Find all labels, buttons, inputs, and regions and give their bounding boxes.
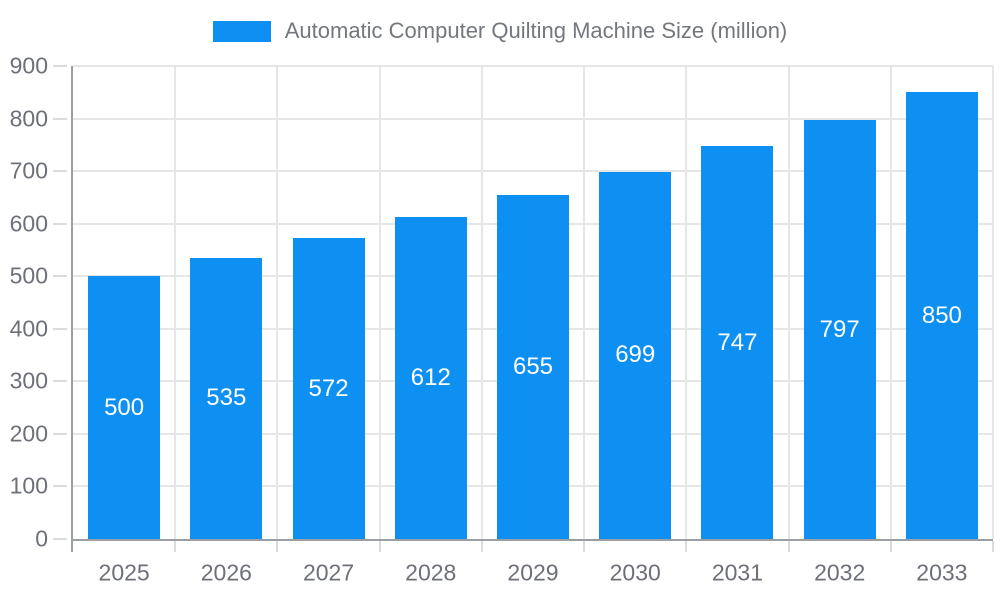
x-axis-tick — [992, 541, 994, 552]
gridline-horizontal — [73, 170, 993, 173]
x-axis-tick — [480, 541, 483, 552]
bar-2032[interactable] — [803, 120, 876, 539]
gridline-vertical — [685, 66, 688, 539]
gridline-vertical — [583, 66, 586, 539]
gridline-vertical — [787, 66, 790, 539]
bar-2031[interactable] — [701, 146, 774, 539]
bar-2028[interactable] — [394, 217, 467, 539]
legend-swatch-icon — [212, 20, 271, 42]
x-axis-label: 2025 — [98, 559, 150, 586]
y-axis-tick — [53, 327, 67, 330]
x-axis-tick — [685, 541, 688, 552]
x-axis-tick — [889, 541, 892, 552]
y-axis-label: 400 — [9, 315, 48, 342]
y-axis-tick — [53, 117, 67, 120]
y-axis-line — [71, 66, 73, 552]
gridline-vertical — [276, 66, 279, 539]
y-axis-label: 800 — [9, 105, 48, 132]
y-axis-label: 600 — [9, 210, 48, 237]
y-axis-tick — [53, 275, 67, 278]
gridline-vertical — [378, 66, 381, 539]
bar-value-label: 500 — [104, 393, 145, 421]
y-axis-label: 900 — [9, 52, 48, 79]
x-axis-label: 2029 — [507, 559, 559, 586]
bar-value-label: 535 — [206, 384, 247, 412]
gridline-horizontal — [73, 65, 993, 67]
bar-value-label: 699 — [615, 341, 656, 369]
x-axis-label: 2031 — [711, 559, 764, 586]
y-axis-label: 700 — [9, 157, 48, 184]
y-axis-tick — [53, 538, 67, 540]
gridline-horizontal — [73, 117, 993, 120]
x-axis-label: 2026 — [200, 559, 252, 586]
bar-2033[interactable] — [905, 92, 978, 539]
x-axis-label: 2027 — [302, 559, 355, 586]
bar-2025[interactable] — [88, 276, 161, 539]
bar-value-label: 612 — [410, 364, 451, 392]
bar-value-label: 797 — [819, 315, 860, 343]
bar-value-label: 850 — [921, 301, 962, 329]
y-axis-tick — [53, 380, 67, 383]
legend-label: Automatic Computer Quilting Machine Size… — [284, 18, 788, 43]
gridline-vertical — [174, 66, 177, 539]
x-axis-tick — [276, 541, 279, 552]
bar-value-label: 747 — [717, 328, 758, 356]
x-axis-tick — [583, 541, 586, 552]
bar-2027[interactable] — [292, 238, 365, 539]
bar-2026[interactable] — [190, 257, 263, 539]
x-axis-label: 2030 — [609, 559, 661, 586]
y-axis-tick — [53, 170, 67, 173]
x-axis-label: 2033 — [916, 559, 968, 586]
legend-item[interactable]: Automatic Computer Quilting Machine Size… — [0, 16, 1000, 46]
bar-2030[interactable] — [599, 171, 672, 539]
y-axis-tick — [53, 65, 67, 67]
bar-value-label: 655 — [512, 352, 554, 380]
x-axis-tick — [787, 541, 790, 552]
x-axis-label: 2032 — [814, 559, 866, 586]
bar-value-label: 572 — [308, 374, 349, 402]
x-axis-line — [71, 539, 993, 541]
x-axis-tick — [378, 541, 381, 552]
y-axis-tick — [53, 222, 67, 225]
y-axis-label: 300 — [9, 367, 48, 394]
y-axis-label: 200 — [9, 420, 48, 447]
gridline-vertical — [992, 66, 994, 539]
gridline-vertical — [889, 66, 892, 539]
y-axis-tick — [53, 432, 67, 435]
x-axis-tick — [174, 541, 177, 552]
y-axis-label: 0 — [35, 525, 48, 552]
gridline-vertical — [480, 66, 483, 539]
y-axis-tick — [53, 485, 67, 488]
x-axis-label: 2028 — [405, 559, 457, 586]
y-axis-label: 100 — [9, 472, 48, 499]
bar-2029[interactable] — [497, 194, 569, 539]
y-axis-label: 500 — [9, 262, 48, 289]
